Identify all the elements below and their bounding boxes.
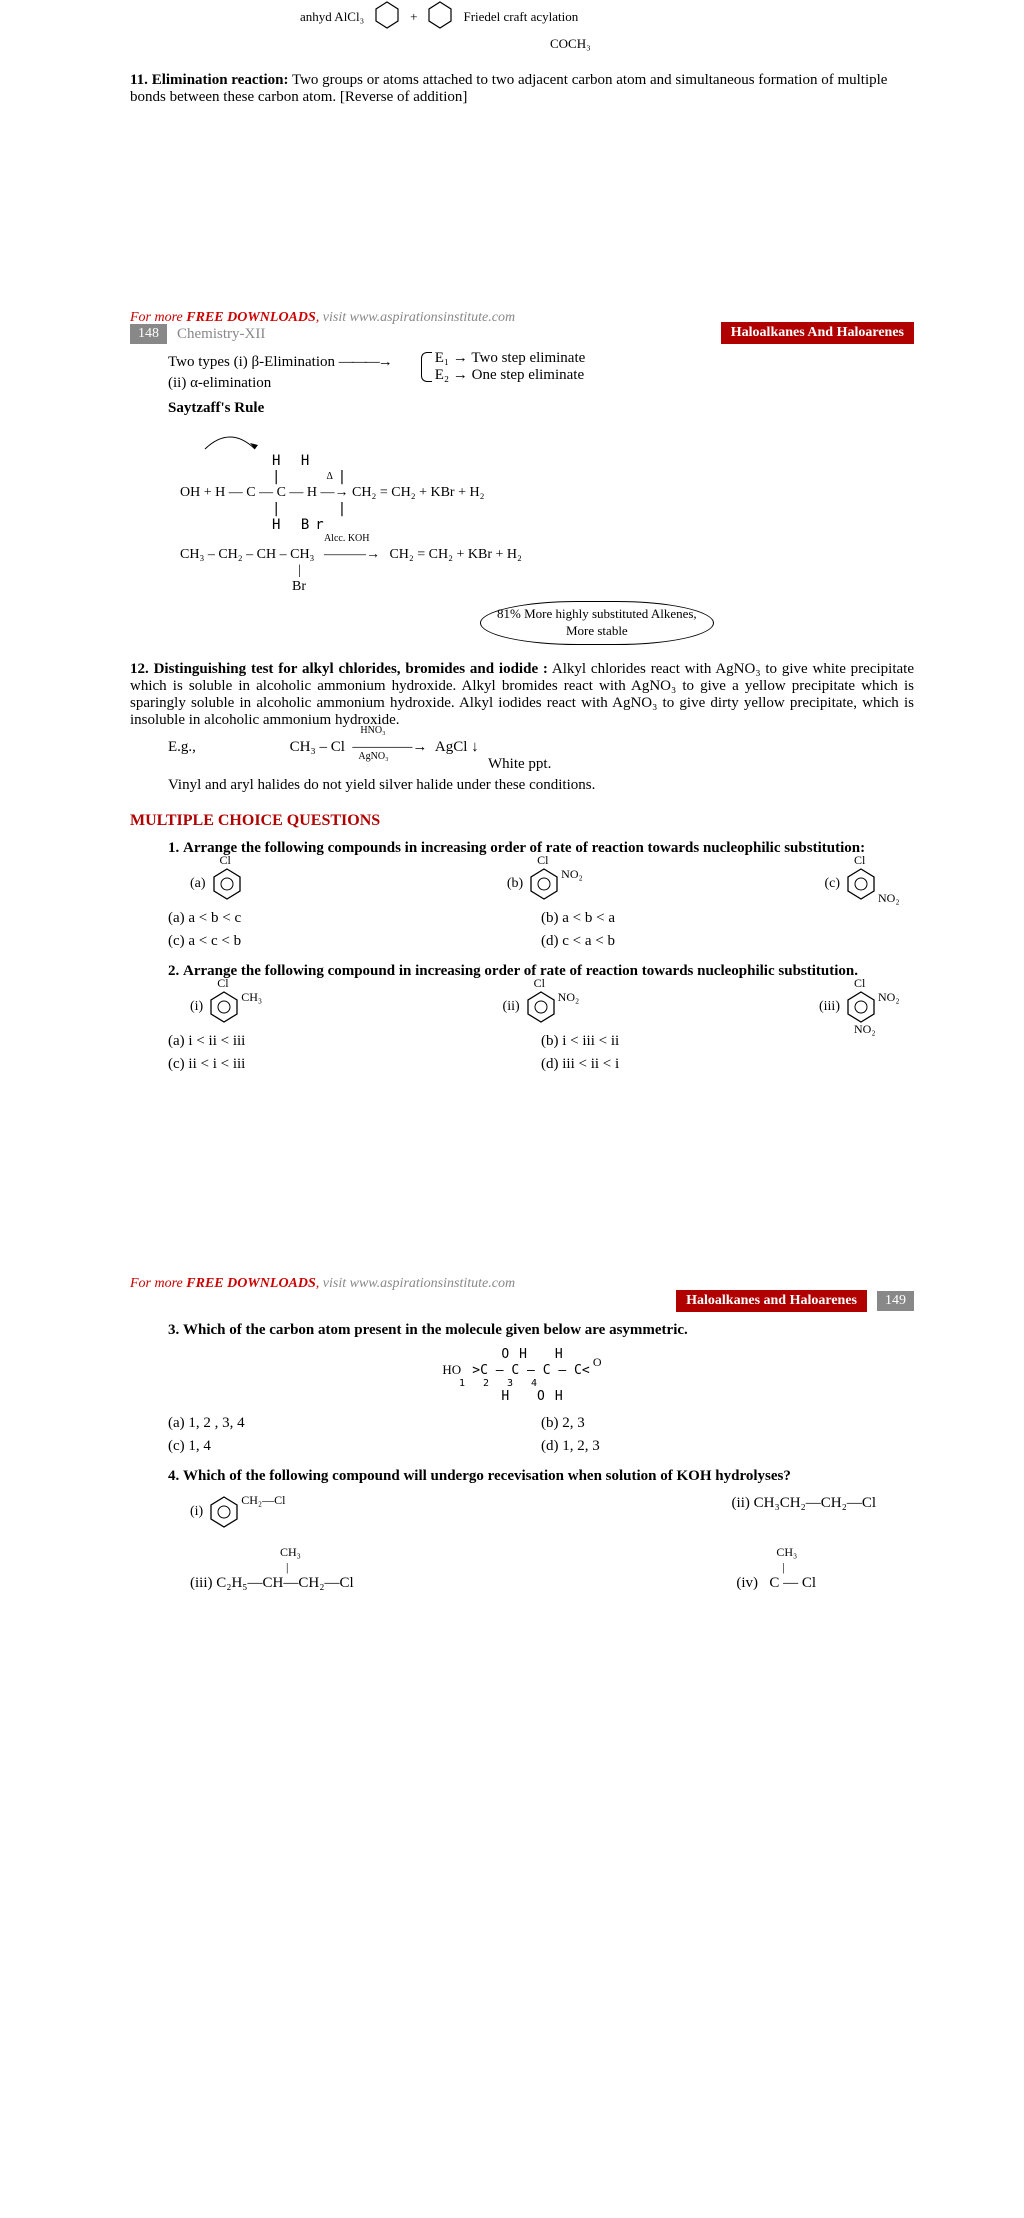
benzene-icon: Cl NO₂ <box>846 867 876 901</box>
q3-options: (a) 1, 2 , 3, 4 (b) 2, 3 (c) 1, 4 (d) 1,… <box>168 1412 914 1458</box>
elimination-mechanisms: E₁ → Two step eliminate E₂ → One step el… <box>421 350 586 384</box>
q4-row2: CH₃ | (iii) C₂H₅—CH—CH₂—Cl CH₃ | (iv) C … <box>190 1545 876 1592</box>
question-4: 4. Which of the following compound will … <box>168 1468 914 1485</box>
page-header: Haloalkanes and Haloarenes 149 <box>130 1290 914 1312</box>
acylation-label: Friedel craft acylation <box>463 9 578 25</box>
q4-row1: (i) CH₂—Cl (ii) CH₃CH₂—CH₂—Cl <box>190 1495 876 1529</box>
page-number: 149 <box>877 1291 914 1311</box>
vinyl-note: Vinyl and aryl halides do not yield silv… <box>168 777 914 794</box>
page-number: 148 <box>130 324 167 344</box>
example-reaction: E.g., CH₃ – Cl HNO₃ ————→ AgNO₃ AgCl ↓ W… <box>168 739 914 773</box>
reaction-2: CH₃ – CH₂ – CH – CH₃ ———Alcc. KOH→ CH₂ =… <box>180 547 914 645</box>
item-11: 11. Elimination reaction: Two groups or … <box>130 72 914 106</box>
q2-options: (a) i < ii < iii (b) i < iii < ii (c) ii… <box>168 1030 914 1076</box>
benzene-icon: Cl NO₂ <box>529 867 559 901</box>
q2-structures: (i) Cl CH₃ (ii) Cl NO₂ (iii) Cl <box>190 990 876 1024</box>
item-num: 11. <box>130 72 148 88</box>
byproduct: COCH₃ <box>550 36 914 52</box>
stability-note: 81% More highly substituted Alkenes,More… <box>480 601 714 645</box>
top-reaction-fragment: anhyd AlCl₃ + Friedel craft acylation <box>300 0 914 34</box>
benzene-icon <box>427 0 453 34</box>
saytzaff-rule: Saytzaff's Rule <box>168 400 264 416</box>
benzene-icon <box>374 0 400 34</box>
item-title: Elimination reaction: <box>152 72 289 88</box>
item-12: 12. Distinguishing test for alkyl chlori… <box>130 661 914 729</box>
benzene-icon: Cl <box>212 867 242 901</box>
plus: + <box>410 9 417 25</box>
benzene-icon: Cl NO₂ NO₂ <box>846 990 876 1024</box>
chapter-tab: Haloalkanes And Haloarenes <box>721 322 914 344</box>
reaction-1: H H | | OH + H — C — C — H —Δ→ CH₂ = CH₂… <box>180 431 914 533</box>
benzene-icon: Cl CH₃ <box>209 990 239 1024</box>
mcq-heading: MULTIPLE CHOICE QUESTIONS <box>130 812 914 830</box>
q1-structures: (a) Cl (b) Cl NO₂ (c) Cl NO₂ <box>190 867 876 901</box>
benzene-icon: CH₂—Cl <box>209 1495 239 1529</box>
elimination-types: Two types (i) β-Elimination ———→ (ii) α-… <box>168 350 391 396</box>
chapter-tab: Haloalkanes and Haloarenes <box>676 1290 867 1312</box>
benzene-icon: Cl NO₂ <box>526 990 556 1024</box>
q3-structure: OH H HO >C — C — C — C< O 1234 H OH <box>130 1347 914 1404</box>
q1-options: (a) a < b < c (b) a < b < a (c) a < c < … <box>168 907 914 953</box>
reagent-label: anhyd AlCl₃ <box>300 9 364 25</box>
question-3: 3. Which of the carbon atom present in t… <box>168 1322 914 1339</box>
page-title: Chemistry-XII <box>177 326 265 343</box>
